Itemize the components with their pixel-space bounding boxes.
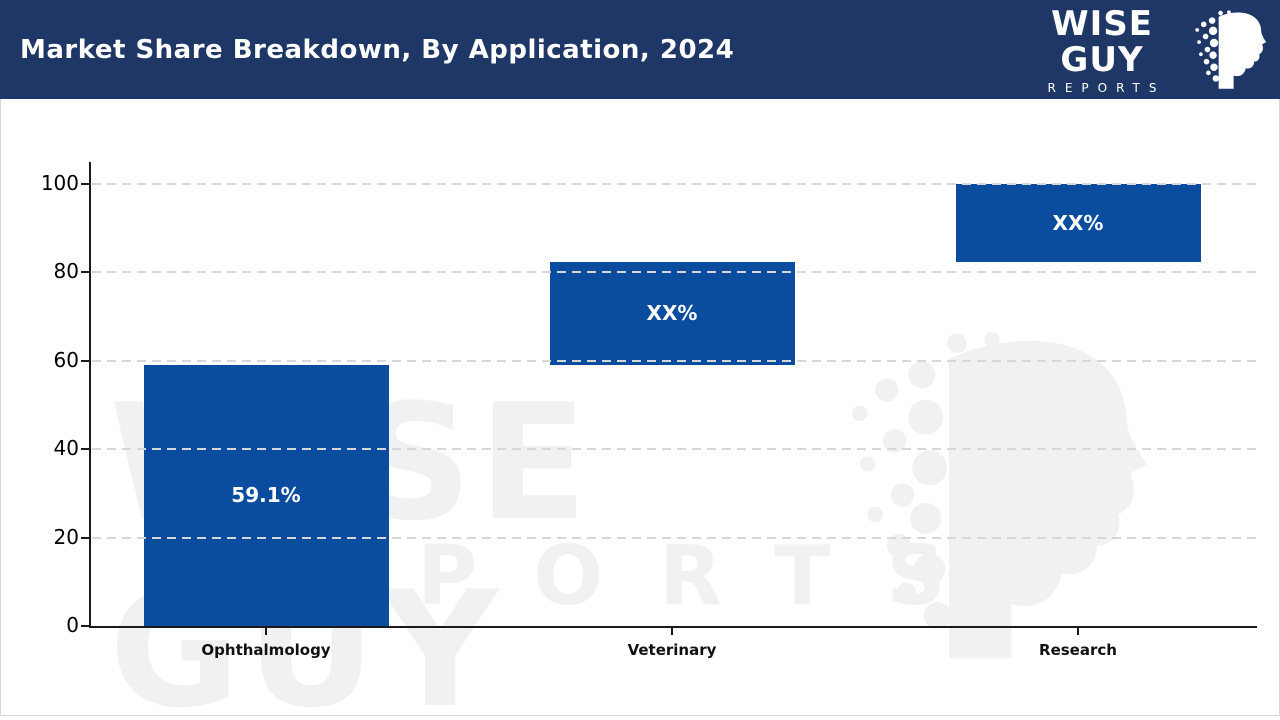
bar-value-label: XX% xyxy=(646,301,698,326)
y-tick-label: 40 xyxy=(53,436,79,461)
header-bar: Market Share Breakdown, By Application, … xyxy=(0,0,1280,99)
chart-area: WISE GUY REPORTS 59.1%XX%XX%020406080100… xyxy=(0,99,1280,720)
y-tick-mark xyxy=(81,359,89,362)
bar-value-label: 59.1% xyxy=(231,483,301,508)
y-tick-label: 80 xyxy=(53,259,79,284)
y-tick-mark xyxy=(81,625,89,627)
bar-segment: XX% xyxy=(549,261,795,365)
gridline xyxy=(92,359,1257,362)
category-label: Veterinary xyxy=(627,641,717,659)
x-axis xyxy=(89,626,1257,628)
bar-value-label: XX% xyxy=(1052,210,1104,235)
logo-subtitle: REPORTS xyxy=(1047,80,1166,95)
bar-segment: XX% xyxy=(955,184,1201,262)
y-axis xyxy=(89,162,91,628)
gridline xyxy=(92,536,1257,539)
x-tick-mark xyxy=(1077,628,1079,635)
x-tick-mark xyxy=(265,628,267,635)
y-tick-mark xyxy=(81,183,89,185)
gridline xyxy=(92,271,1257,274)
y-tick-mark xyxy=(81,448,89,451)
y-tick-label: 0 xyxy=(66,613,79,637)
page-title: Market Share Breakdown, By Application, … xyxy=(20,34,735,65)
category-label: Research xyxy=(1039,641,1117,659)
watermark-face-icon xyxy=(813,327,1163,667)
bar-segment: 59.1% xyxy=(143,364,389,626)
gridline xyxy=(92,448,1257,451)
logo: WISE GUY REPORTS xyxy=(1020,4,1270,96)
y-tick-label: 100 xyxy=(40,171,79,195)
y-tick-mark xyxy=(81,271,89,274)
y-tick-mark xyxy=(81,536,89,539)
logo-face-icon xyxy=(1186,7,1270,93)
category-label: Ophthalmology xyxy=(201,641,331,659)
y-tick-label: 20 xyxy=(53,524,79,549)
gridline xyxy=(92,183,1257,185)
logo-wordmark: WISE GUY xyxy=(1051,3,1153,80)
y-tick-label: 60 xyxy=(53,347,79,372)
x-tick-mark xyxy=(671,628,673,635)
logo-text: WISE GUY REPORTS xyxy=(1020,6,1184,95)
